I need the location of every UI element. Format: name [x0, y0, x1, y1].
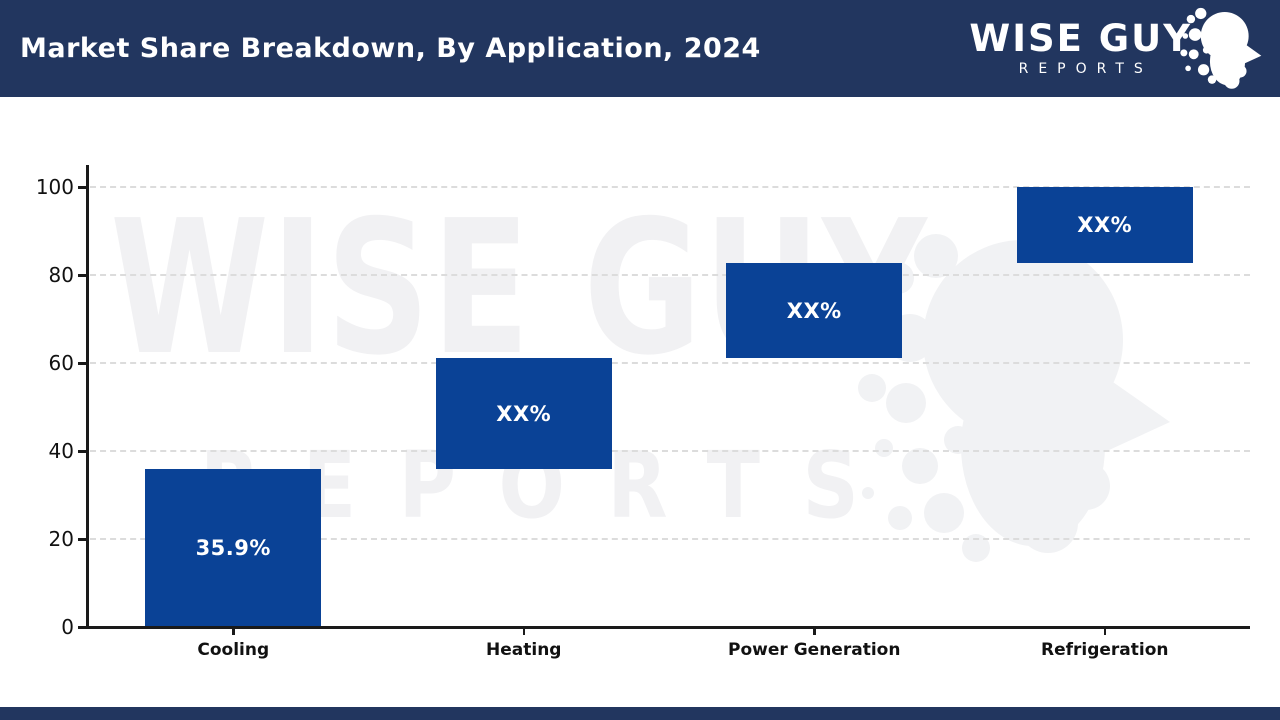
- x-category-label: Power Generation: [728, 640, 901, 660]
- y-tick-40: [78, 450, 86, 453]
- bar-value-label: XX%: [1077, 213, 1133, 238]
- y-axis-line: [86, 165, 89, 628]
- bar-power-generation: XX%: [726, 263, 903, 359]
- bar-value-label: 35.9%: [195, 536, 271, 560]
- bar-value-label: XX%: [496, 401, 552, 426]
- y-tick-100: [78, 186, 86, 189]
- x-category-label: Refrigeration: [1040, 640, 1169, 660]
- brand-logo: WISE GUY REPORTS: [969, 5, 1280, 93]
- brand-name: WISE GUY: [969, 17, 1192, 60]
- gridline-100: [90, 186, 1250, 188]
- x-axis-line: [86, 626, 1250, 629]
- gridline-20: [90, 538, 1250, 540]
- x-category-label: Heating: [486, 640, 562, 660]
- x-category-label: Cooling: [197, 640, 270, 660]
- y-tick-label-40: 40: [48, 439, 74, 463]
- gridline-40: [90, 450, 1250, 452]
- y-tick-label-0: 0: [61, 615, 74, 639]
- x-tick-3: [1103, 628, 1107, 635]
- bar-value-label: XX%: [786, 298, 842, 323]
- y-tick-20: [78, 538, 86, 541]
- bar-cooling: 35.9%: [145, 469, 322, 627]
- header-bar: Market Share Breakdown, By Application, …: [0, 0, 1280, 97]
- y-tick-label-20: 20: [48, 527, 74, 551]
- x-tick-1: [522, 628, 526, 635]
- brand-head-icon: [1180, 7, 1262, 89]
- y-tick-label-80: 80: [48, 263, 74, 287]
- footer-bar: [0, 707, 1280, 720]
- brand-subname: REPORTS: [1018, 61, 1153, 77]
- gridline-60: [90, 362, 1250, 364]
- brand-logo-text: WISE GUY REPORTS: [969, 20, 1192, 77]
- gridline-80: [90, 274, 1250, 276]
- bar-refrigeration: XX%: [1016, 187, 1193, 264]
- watermark-head-icon: [858, 234, 1170, 562]
- y-tick-60: [78, 362, 86, 365]
- x-tick-2: [813, 628, 816, 635]
- y-tick-label-60: 60: [48, 351, 74, 375]
- page-title: Market Share Breakdown, By Application, …: [20, 33, 761, 64]
- bar-heating: XX%: [435, 358, 612, 470]
- x-tick-0: [232, 628, 235, 635]
- y-tick-80: [78, 274, 86, 277]
- y-tick-0: [78, 626, 86, 629]
- y-tick-label-100: 100: [35, 175, 74, 199]
